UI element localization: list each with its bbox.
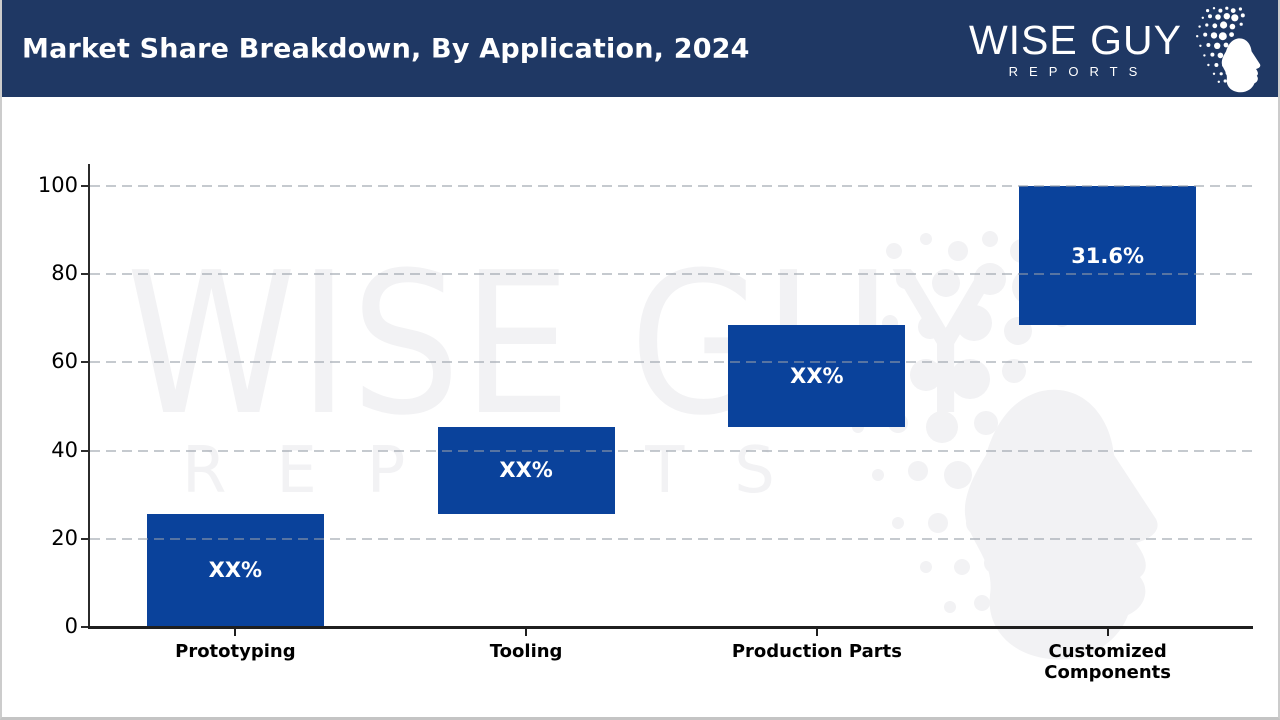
bar-segment	[1019, 186, 1197, 326]
y-tick	[81, 537, 89, 540]
bar-value-label: XX%	[208, 558, 263, 583]
y-tick	[81, 273, 89, 276]
wise-guy-logo: WISE GUY REPORTS	[969, 4, 1268, 94]
x-category-label: Prototyping	[175, 641, 296, 662]
gridline	[90, 537, 1253, 540]
bar-value-label: 31.6%	[1071, 243, 1145, 268]
y-tick	[81, 361, 89, 364]
y-tick	[81, 449, 89, 452]
plot: 0 20 40 60 80 100 Prototyping XX% Tooling XX% Prod…	[2, 97, 1278, 717]
y-tick-label: 40	[51, 437, 78, 462]
y-axis-line	[88, 164, 90, 627]
gridline	[90, 449, 1253, 452]
logo-line2: REPORTS	[1008, 63, 1149, 79]
bar-segment	[146, 513, 324, 627]
bar-value-label: XX%	[499, 458, 553, 483]
x-category-label: Tooling	[489, 641, 563, 662]
logo-line1: WISE GUY	[968, 16, 1182, 63]
gridline	[90, 273, 1253, 276]
y-tick-label: 20	[51, 525, 78, 550]
x-category-label: Production Parts	[731, 641, 902, 662]
chart-area: WISE GUY REPORTS 020406080100Prototyping…	[2, 97, 1278, 717]
y-tick	[81, 626, 89, 628]
x-tick	[234, 629, 237, 636]
x-axis-line	[88, 626, 1253, 629]
logo-wordmark: WISE GUY REPORTS	[968, 16, 1182, 79]
x-tick	[815, 629, 818, 636]
bar-segment	[437, 426, 615, 514]
gridline	[90, 361, 1253, 364]
y-tick-label: 100	[37, 173, 78, 198]
logo-face-icon	[1176, 5, 1268, 93]
y-tick-label: 60	[51, 349, 78, 374]
y-tick-label: 80	[51, 261, 78, 286]
y-tick-label: 0	[64, 614, 78, 638]
x-tick	[525, 629, 528, 636]
x-category-label: Customized Components	[1044, 641, 1171, 684]
gridline	[90, 185, 1253, 188]
y-tick	[81, 185, 89, 188]
bar-value-label: XX%	[790, 364, 844, 389]
bar-segment	[728, 325, 906, 427]
header-bar: Market Share Breakdown, By Application, …	[2, 0, 1278, 97]
x-tick	[1106, 629, 1109, 636]
chart-title: Market Share Breakdown, By Application, …	[22, 33, 750, 64]
